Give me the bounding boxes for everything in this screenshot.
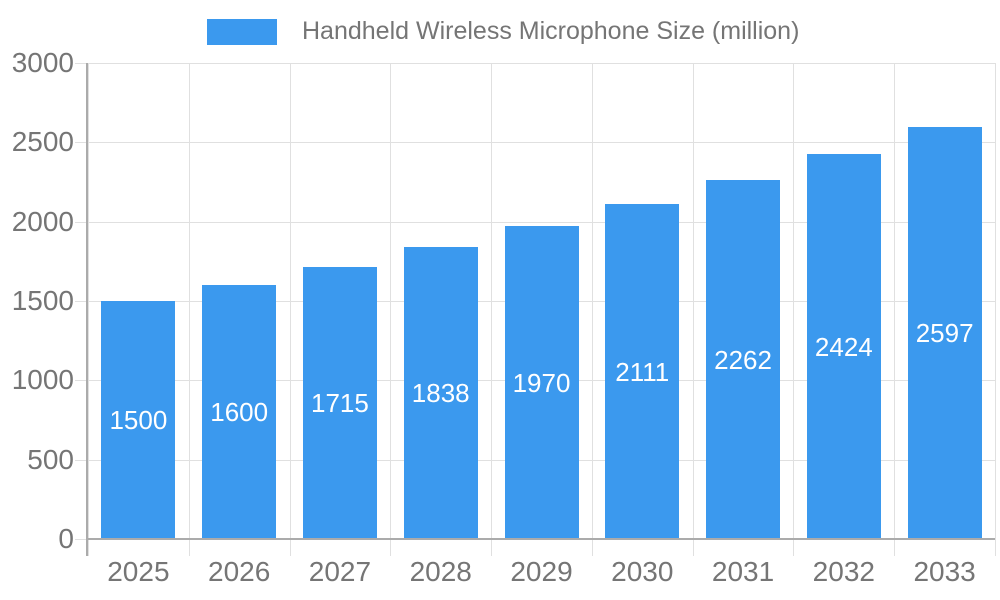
x-axis-tick bbox=[894, 539, 896, 556]
y-tick-label: 2500 bbox=[11, 126, 74, 158]
y-tick-label: 2000 bbox=[11, 205, 74, 237]
y-tick-label: 500 bbox=[27, 443, 74, 475]
x-axis-tick bbox=[793, 539, 795, 556]
y-axis-tick bbox=[75, 301, 88, 302]
x-tick-label: 2028 bbox=[409, 556, 472, 587]
x-axis-tick bbox=[289, 539, 291, 556]
bar[interactable]: 2597 bbox=[907, 126, 982, 539]
y-axis-tick bbox=[75, 539, 88, 540]
x-axis-tick bbox=[88, 539, 89, 556]
bar[interactable]: 1970 bbox=[504, 226, 579, 539]
x-axis-line bbox=[88, 538, 995, 540]
gridline-vertical bbox=[188, 63, 190, 539]
x-axis-tick bbox=[491, 539, 493, 556]
bar-value-label: 1838 bbox=[411, 378, 470, 409]
gridline-horizontal bbox=[88, 221, 995, 223]
x-tick-label: 2029 bbox=[510, 556, 573, 587]
x-tick-label: 2032 bbox=[812, 556, 875, 587]
bar-value-label: 1715 bbox=[311, 387, 369, 418]
y-tick-label: 3000 bbox=[11, 47, 74, 78]
gridline-vertical bbox=[894, 63, 896, 539]
gridline-horizontal bbox=[88, 63, 995, 64]
x-tick-label: 2025 bbox=[107, 556, 170, 587]
legend-item[interactable]: Handheld Wireless Microphone Size (milli… bbox=[207, 17, 799, 46]
x-tick-label: 2033 bbox=[913, 556, 976, 587]
bar[interactable]: 1715 bbox=[302, 266, 377, 539]
bar-value-label: 2597 bbox=[915, 317, 974, 348]
bar[interactable]: 2424 bbox=[806, 154, 881, 539]
x-tick-label: 2031 bbox=[711, 556, 775, 587]
x-axis-tick bbox=[591, 539, 593, 556]
bar[interactable]: 2262 bbox=[706, 180, 781, 539]
x-axis-tick bbox=[188, 539, 190, 556]
x-tick-label: 2027 bbox=[308, 556, 372, 587]
x-axis-tick bbox=[692, 539, 694, 556]
bar-value-label: 2424 bbox=[814, 331, 873, 362]
gridline-horizontal bbox=[88, 142, 995, 144]
bar-value-label: 1500 bbox=[109, 405, 168, 435]
bar-value-label: 2111 bbox=[615, 356, 670, 387]
gridline-vertical bbox=[995, 63, 996, 539]
y-axis-tick bbox=[75, 142, 88, 144]
y-axis-tick bbox=[75, 380, 88, 382]
y-axis-tick bbox=[75, 221, 88, 223]
x-tick-label: 2030 bbox=[611, 556, 674, 587]
x-tick-label: 2026 bbox=[208, 556, 271, 587]
bar-value-label: 1600 bbox=[210, 397, 269, 428]
gridline-vertical bbox=[88, 63, 89, 539]
y-axis-tick bbox=[75, 459, 88, 461]
y-axis-tick bbox=[75, 63, 88, 64]
legend-label: Handheld Wireless Microphone Size (milli… bbox=[302, 17, 800, 45]
bar-value-label: 1970 bbox=[512, 367, 571, 398]
gridline-vertical bbox=[591, 63, 593, 539]
bar-value-label: 2262 bbox=[714, 344, 772, 375]
bar[interactable]: 1600 bbox=[202, 285, 277, 539]
bar[interactable]: 1500 bbox=[101, 301, 176, 539]
gridline-vertical bbox=[289, 63, 291, 539]
x-axis-tick bbox=[995, 539, 996, 556]
y-tick-label: 1500 bbox=[11, 285, 74, 316]
x-axis-tick bbox=[390, 539, 392, 556]
y-axis-line bbox=[86, 63, 88, 556]
y-tick-label: 1000 bbox=[11, 364, 74, 396]
bar[interactable]: 2111 bbox=[605, 204, 680, 539]
bar[interactable]: 1838 bbox=[403, 247, 478, 539]
y-tick-label: 0 bbox=[58, 523, 74, 554]
gridline-vertical bbox=[390, 63, 392, 539]
gridline-vertical bbox=[692, 63, 694, 539]
gridline-vertical bbox=[491, 63, 493, 539]
legend-swatch bbox=[207, 18, 277, 45]
gridline-vertical bbox=[793, 63, 795, 539]
